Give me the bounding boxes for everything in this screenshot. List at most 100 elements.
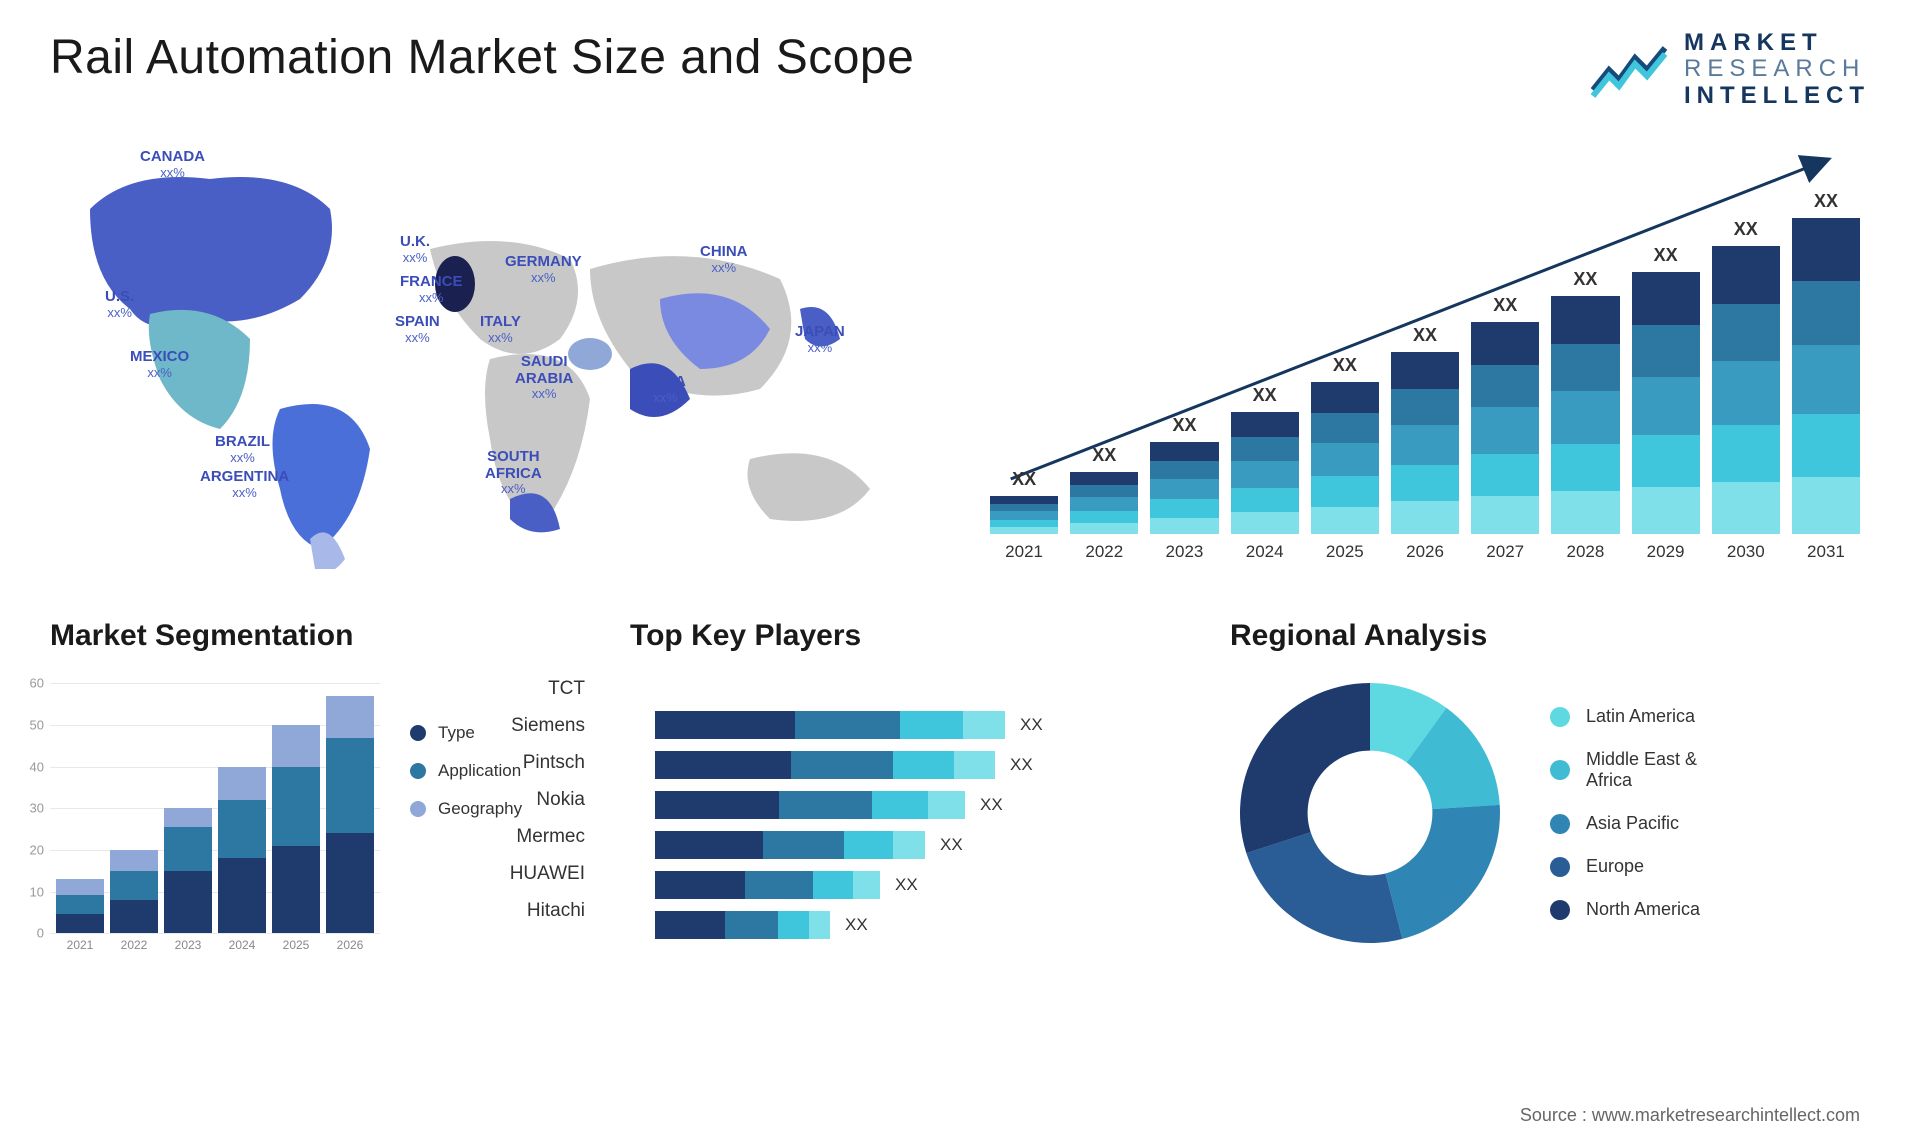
player-value-label: XX bbox=[845, 915, 868, 935]
bar-segment bbox=[1070, 523, 1138, 534]
seg-bar-col: 2026 bbox=[326, 696, 374, 934]
bar-segment bbox=[1712, 482, 1780, 534]
logo-line2: RESEARCH bbox=[1684, 56, 1870, 82]
axis-tick-label: 60 bbox=[30, 676, 44, 691]
segmentation-chart: 0102030405060202120222023202420252026 bbox=[50, 673, 380, 953]
legend-label: Asia Pacific bbox=[1586, 813, 1679, 834]
seg-bar-segment bbox=[272, 767, 320, 846]
seg-year-label: 2022 bbox=[121, 938, 148, 952]
seg-bar-segment bbox=[56, 895, 104, 914]
bar-segment bbox=[990, 520, 1058, 528]
bar-segment bbox=[1231, 412, 1299, 436]
player-bar-segment bbox=[655, 751, 791, 779]
axis-tick-label: 30 bbox=[30, 801, 44, 816]
bar-year-label: 2031 bbox=[1807, 542, 1845, 562]
bar-value-label: XX bbox=[1333, 355, 1357, 376]
country-label: CHINAxx% bbox=[700, 244, 748, 275]
bar-segment bbox=[1231, 512, 1299, 534]
bar-segment bbox=[1471, 496, 1539, 534]
player-bar-segment bbox=[791, 751, 893, 779]
player-bar-row: XX bbox=[655, 871, 1190, 899]
bar-segment bbox=[1231, 437, 1299, 461]
growth-bar-col: XX2022 bbox=[1070, 445, 1138, 534]
legend-item: Asia Pacific bbox=[1550, 813, 1700, 834]
axis-tick-label: 0 bbox=[37, 926, 44, 941]
bar-segment bbox=[1391, 352, 1459, 388]
country-label: CANADAxx% bbox=[140, 149, 205, 180]
bar-segment bbox=[1150, 461, 1218, 479]
bar-segment bbox=[1632, 325, 1700, 377]
bar-year-label: 2028 bbox=[1566, 542, 1604, 562]
bar-segment bbox=[1070, 497, 1138, 511]
bar-year-label: 2027 bbox=[1486, 542, 1524, 562]
player-bar-segment bbox=[872, 791, 928, 819]
seg-bar-segment bbox=[110, 871, 158, 900]
bar-value-label: XX bbox=[1734, 219, 1758, 240]
seg-bar-segment bbox=[326, 696, 374, 739]
legend-label: Europe bbox=[1586, 856, 1644, 877]
player-bar-segment bbox=[928, 791, 965, 819]
country-label: SAUDIARABIAxx% bbox=[515, 354, 573, 401]
donut-slice bbox=[1386, 805, 1500, 939]
donut-chart-icon bbox=[1230, 673, 1510, 953]
bar-segment bbox=[1391, 389, 1459, 425]
growth-bar-col: XX2031 bbox=[1792, 191, 1860, 534]
country-label: FRANCExx% bbox=[400, 274, 463, 305]
seg-year-label: 2024 bbox=[229, 938, 256, 952]
seg-bar-segment bbox=[272, 725, 320, 767]
seg-bar-col: 2025 bbox=[272, 725, 320, 933]
bar-value-label: XX bbox=[1493, 295, 1517, 316]
growth-bar-col: XX2026 bbox=[1391, 325, 1459, 534]
bar-segment bbox=[1311, 413, 1379, 443]
country-label: SPAINxx% bbox=[395, 314, 440, 345]
seg-bar-segment bbox=[218, 767, 266, 800]
legend-dot-icon bbox=[410, 763, 426, 779]
axis-tick-label: 20 bbox=[30, 842, 44, 857]
bar-segment bbox=[1311, 507, 1379, 534]
bar-segment bbox=[1070, 485, 1138, 497]
bar-segment bbox=[1632, 272, 1700, 324]
bar-segment bbox=[1792, 218, 1860, 281]
seg-bar-segment bbox=[56, 879, 104, 895]
bar-segment bbox=[1712, 246, 1780, 304]
company-name: Siemens bbox=[511, 715, 585, 737]
company-name: HUAWEI bbox=[510, 863, 585, 885]
player-value-label: XX bbox=[1020, 715, 1043, 735]
legend-item: Europe bbox=[1550, 856, 1700, 877]
bar-segment bbox=[1311, 382, 1379, 412]
player-bar-segment bbox=[844, 831, 893, 859]
bar-segment bbox=[1471, 365, 1539, 407]
seg-bar-segment bbox=[164, 871, 212, 934]
regional-panel: Regional Analysis Latin AmericaMiddle Ea… bbox=[1230, 619, 1870, 953]
bar-segment bbox=[1311, 443, 1379, 476]
bar-segment bbox=[1712, 425, 1780, 483]
legend-dot-icon bbox=[1550, 760, 1570, 780]
seg-year-label: 2023 bbox=[175, 938, 202, 952]
bar-year-label: 2024 bbox=[1246, 542, 1284, 562]
player-bar-segment bbox=[900, 711, 963, 739]
legend-label: North America bbox=[1586, 899, 1700, 920]
seg-bar-segment bbox=[164, 827, 212, 871]
players-panel: Top Key Players TCTSiemensPintschNokiaMe… bbox=[630, 619, 1190, 953]
bar-segment bbox=[1792, 477, 1860, 534]
bar-segment bbox=[1391, 425, 1459, 465]
company-name: Hitachi bbox=[527, 900, 585, 922]
player-bar-row: XX bbox=[655, 711, 1190, 739]
donut-slice bbox=[1240, 683, 1370, 853]
bar-value-label: XX bbox=[1654, 245, 1678, 266]
bar-segment bbox=[1712, 304, 1780, 362]
bar-value-label: XX bbox=[1012, 469, 1036, 490]
seg-bar-segment bbox=[272, 846, 320, 934]
company-name: Pintsch bbox=[523, 752, 585, 774]
seg-bar-col: 2024 bbox=[218, 767, 266, 934]
legend-item: North America bbox=[1550, 899, 1700, 920]
seg-bar-col: 2023 bbox=[164, 808, 212, 933]
bar-segment bbox=[1150, 518, 1218, 535]
bar-year-label: 2026 bbox=[1406, 542, 1444, 562]
country-label: BRAZILxx% bbox=[215, 434, 270, 465]
player-bar-segment bbox=[893, 831, 925, 859]
bar-segment bbox=[1551, 296, 1619, 344]
seg-bar-segment bbox=[56, 914, 104, 933]
player-bar-segment bbox=[763, 831, 844, 859]
legend-dot-icon bbox=[1550, 857, 1570, 877]
